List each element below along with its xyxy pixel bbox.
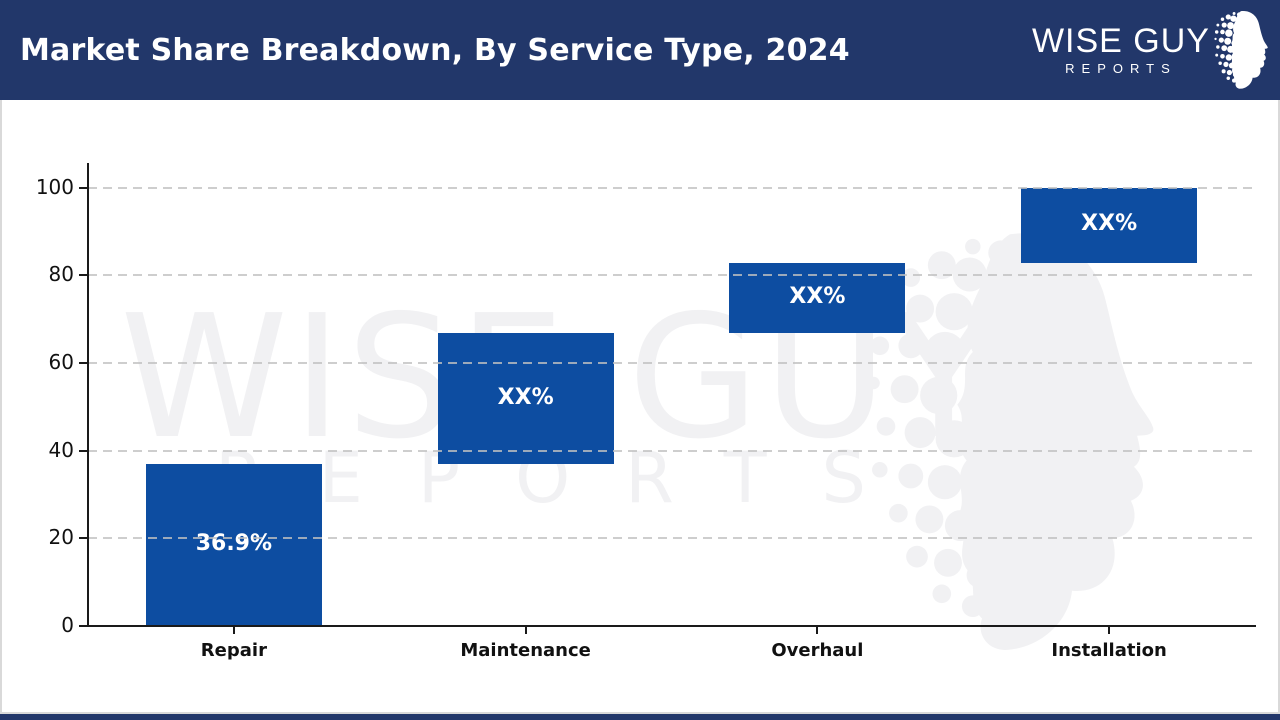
x-tickmark [524,627,527,634]
x-tickmark [1108,627,1111,634]
y-tickmark [79,625,87,627]
brand-logo: WISE GUY REPORTS [1032,8,1270,92]
y-tickmark [79,186,87,189]
x-category-label-maintenance: Maintenance [460,640,591,661]
y-axis-line [87,163,89,627]
x-category-label-installation: Installation [1051,640,1167,661]
bar-value-label: 36.9% [195,531,273,557]
gridline-60 [88,361,1255,364]
y-tick-label: 80 [48,262,74,287]
header: Market Share Breakdown, By Service Type,… [0,0,1280,100]
y-tickmark [79,361,87,364]
gridline-40 [88,449,1255,452]
x-category-label-repair: Repair [200,640,267,661]
bar-value-label: XX% [497,384,554,410]
y-tick-label: 0 [61,613,74,637]
gridline-100 [88,186,1255,189]
gridline-20 [88,537,1255,540]
logo-wordmark: WISE GUY [1031,21,1210,60]
y-tickmark [79,449,87,452]
bar-value-label: XX% [1081,211,1138,237]
x-category-label-overhaul: Overhaul [771,640,864,661]
x-tickmark [232,627,235,634]
x-axis-line [87,625,1256,627]
y-tick-label: 60 [48,349,74,374]
logo-text: WISE GUY REPORTS [1031,21,1210,77]
footer-bar [0,712,1280,720]
bar-value-label: XX% [789,284,846,309]
page-title: Market Share Breakdown, By Service Type,… [20,32,850,68]
y-tickmark [79,537,87,540]
dotted-head-profile-icon [1214,10,1268,89]
y-tick-label: 100 [35,174,74,199]
x-tickmark [816,627,819,634]
y-tick-label: 20 [48,525,74,550]
logo-subtext: REPORTS [1065,61,1177,77]
gridline-80 [88,274,1255,277]
bar-installation [1021,187,1198,263]
bar-maintenance [437,333,614,465]
bar-repair [145,464,322,626]
y-tickmark [79,274,87,277]
y-tick-label: 40 [48,437,74,462]
